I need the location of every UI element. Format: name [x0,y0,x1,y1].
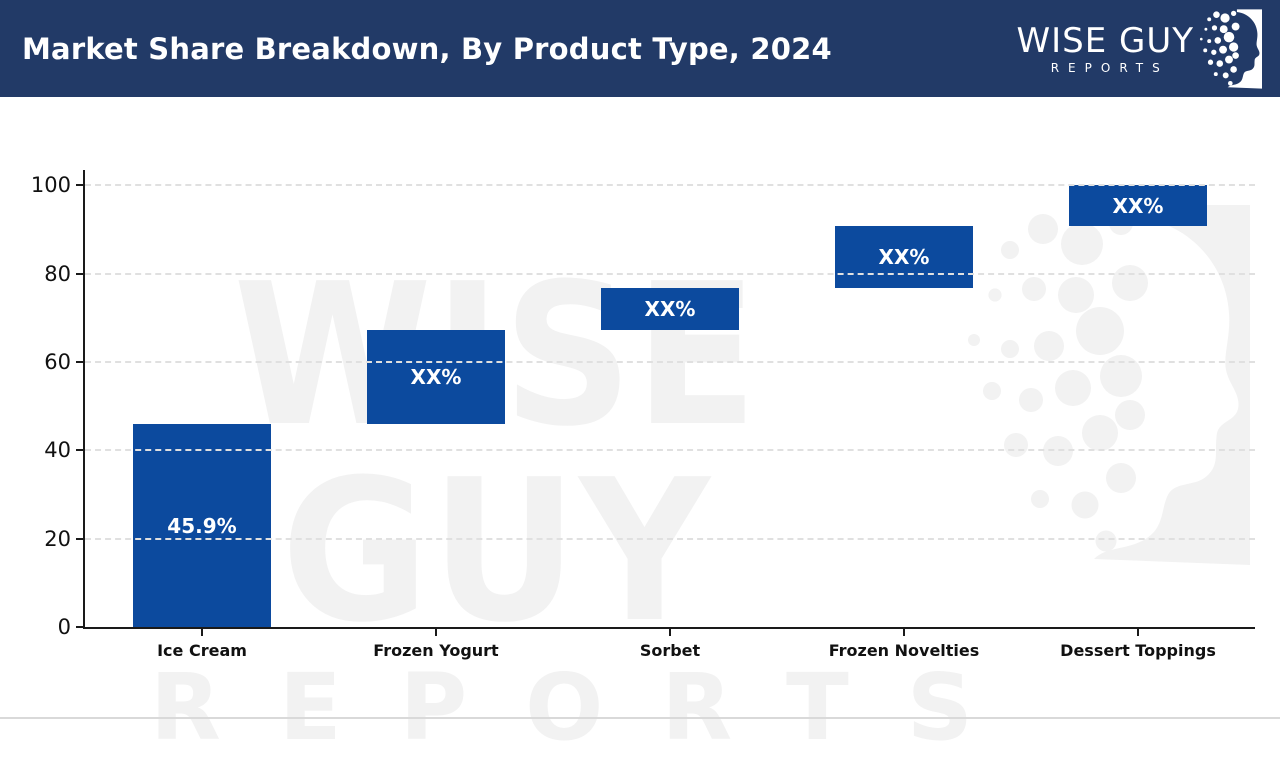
bar-value-label: 45.9% [167,513,237,538]
x-axis-spine [83,627,1255,629]
bar-ice-cream [133,424,271,627]
brand-head-icon [1196,8,1262,90]
gridline-20 [85,537,1255,540]
gridline-100 [85,184,1255,187]
x-category-label: Ice Cream [157,641,247,660]
y-tick [76,449,84,452]
bar-value-label: XX% [644,296,696,321]
y-tick-label: 60 [44,349,71,374]
x-category-label: Frozen Novelties [828,641,980,660]
bar-value-label: XX% [410,365,462,390]
x-category-label: Sorbet [639,641,701,660]
x-tick [1137,628,1139,636]
brand-logo: WISE GUY REPORTS [1016,8,1262,90]
bottom-rule [0,717,1280,719]
y-tick-label: 80 [44,261,71,286]
brand-subword: REPORTS [1050,60,1169,75]
gridline-80 [85,272,1255,275]
x-category-label: Frozen Yogurt [373,641,499,660]
x-tick [201,628,203,636]
gridline-60 [85,360,1255,363]
brand-wordmark: WISE GUY [1016,20,1194,61]
x-tick [903,628,905,636]
bar-sorbet [601,287,739,331]
x-tick [669,628,671,636]
x-tick [435,628,437,636]
brand-logo-text: WISE GUY REPORTS [1016,24,1194,74]
bar-value-label: XX% [878,245,930,270]
x-category-label: Dessert Toppings [1060,641,1216,660]
y-tick-label: 0 [57,615,71,639]
bar-frozen-yogurt [367,330,505,425]
y-tick-label: 20 [44,526,71,551]
y-tick-label: 100 [30,173,71,198]
page-title: Market Share Breakdown, By Product Type,… [22,31,832,66]
y-tick [76,272,84,275]
y-tick [76,184,84,187]
y-tick [76,626,84,628]
gridline-40 [85,449,1255,452]
waterfall-chart: 45.9% Ice Cream XX% Frozen Yogurt XX% Sorbet X… [30,170,1255,660]
y-tick [76,537,84,540]
bar-frozen-novelties [835,226,973,288]
y-axis-spine [83,170,85,629]
bar-value-label: XX% [1112,193,1164,218]
y-tick [76,360,84,363]
y-tick-label: 40 [44,438,71,463]
header: Market Share Breakdown, By Product Type,… [0,0,1280,97]
